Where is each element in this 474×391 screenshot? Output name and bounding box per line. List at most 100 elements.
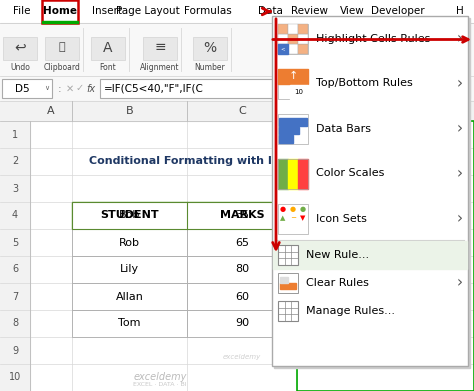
Text: ●: ● <box>280 206 286 212</box>
Text: 7: 7 <box>12 292 18 301</box>
Bar <box>279 127 299 134</box>
Bar <box>143 37 177 60</box>
Bar <box>273 241 467 269</box>
Bar <box>2 79 52 98</box>
Text: Font: Font <box>100 63 117 72</box>
Text: ✕: ✕ <box>66 84 74 93</box>
Text: 8: 8 <box>12 319 18 328</box>
Bar <box>72 202 297 229</box>
Bar <box>72 283 187 310</box>
Bar <box>291 48 296 53</box>
Text: Formulas: Formulas <box>184 7 232 16</box>
Bar <box>72 229 187 256</box>
Text: 10: 10 <box>9 373 21 382</box>
Text: 80: 80 <box>235 264 249 274</box>
Text: Conditional Formatting: Conditional Formatting <box>308 40 420 50</box>
Text: ▾: ▾ <box>419 40 424 50</box>
Bar <box>279 118 307 126</box>
Text: New Rule...: New Rule... <box>306 250 369 260</box>
Bar <box>274 18 470 368</box>
Text: Insert: Insert <box>92 7 122 16</box>
Text: ∨: ∨ <box>45 86 50 91</box>
Bar <box>280 277 288 283</box>
Bar <box>290 85 308 99</box>
Bar <box>45 37 79 60</box>
Bar <box>187 229 297 256</box>
Text: ›: › <box>457 166 463 181</box>
Bar <box>288 43 298 54</box>
Text: STUDENT: STUDENT <box>100 210 159 221</box>
Bar <box>72 202 187 229</box>
Text: ↑: ↑ <box>288 71 298 81</box>
Text: 4: 4 <box>12 210 18 221</box>
Bar <box>298 34 308 43</box>
Text: Top/Bottom Rules: Top/Bottom Rules <box>316 79 413 88</box>
Text: ▲: ▲ <box>280 215 286 221</box>
Bar <box>278 158 288 188</box>
Text: H: H <box>456 7 464 16</box>
Bar <box>288 23 298 34</box>
Bar <box>91 37 125 60</box>
Bar <box>431 34 451 56</box>
Text: Data: Data <box>257 7 283 16</box>
Text: exceldemy: exceldemy <box>133 372 187 382</box>
Text: =IF(C5<40,"F",IF(C: =IF(C5<40,"F",IF(C <box>104 84 204 93</box>
Text: D5: D5 <box>15 84 29 93</box>
Text: ─: ─ <box>291 215 295 221</box>
Text: Rob: Rob <box>119 237 140 248</box>
Text: Clear Rules: Clear Rules <box>306 278 369 288</box>
Text: Alignment: Alignment <box>140 63 180 72</box>
Text: ›: › <box>457 276 463 291</box>
Text: Home: Home <box>43 7 77 16</box>
Text: ›: › <box>457 76 463 91</box>
Text: Color Scales: Color Scales <box>316 169 384 179</box>
Text: Bob: Bob <box>119 210 140 221</box>
Bar <box>42 20 78 23</box>
Bar <box>278 34 288 43</box>
FancyBboxPatch shape <box>281 32 428 57</box>
Bar <box>272 16 468 366</box>
Text: ●: ● <box>290 206 296 212</box>
Bar <box>0 76 474 101</box>
Bar <box>278 158 308 188</box>
Text: Review: Review <box>292 7 328 16</box>
Bar <box>278 301 298 321</box>
Bar <box>278 203 308 233</box>
Bar <box>278 68 308 84</box>
Bar <box>187 202 297 229</box>
Bar <box>0 0 474 23</box>
Bar <box>0 101 474 121</box>
Text: exceldemy: exceldemy <box>223 353 261 359</box>
Bar <box>193 37 227 60</box>
Text: Allan: Allan <box>116 292 144 301</box>
Bar <box>187 256 297 283</box>
Bar <box>100 79 470 98</box>
Text: Icon Sets: Icon Sets <box>316 213 367 224</box>
Bar <box>278 23 288 34</box>
Bar <box>278 68 308 99</box>
Bar <box>286 37 302 53</box>
Text: 10: 10 <box>294 89 303 95</box>
Bar <box>297 121 474 391</box>
Text: Conditional Formatting with IF: Conditional Formatting with IF <box>89 156 280 167</box>
Text: 📋: 📋 <box>59 43 65 52</box>
Bar <box>298 158 308 188</box>
Text: ≡: ≡ <box>154 41 166 54</box>
Text: C: C <box>238 106 246 116</box>
Bar <box>0 23 474 76</box>
Text: :: : <box>58 84 62 93</box>
Bar <box>3 37 37 60</box>
Bar <box>298 23 308 34</box>
Text: Highlight Cells Rules: Highlight Cells Rules <box>316 34 430 43</box>
Text: EXCEL · DATA · BI: EXCEL · DATA · BI <box>133 382 187 387</box>
Bar <box>278 23 308 54</box>
Text: View: View <box>340 7 365 16</box>
Text: ●: ● <box>300 206 306 212</box>
Bar <box>286 38 291 43</box>
Bar <box>42 0 78 23</box>
Text: B: B <box>126 106 133 116</box>
Text: 1: 1 <box>12 129 18 140</box>
Text: Page Layout: Page Layout <box>116 7 180 16</box>
Bar <box>187 310 297 337</box>
Text: %: % <box>203 41 217 54</box>
